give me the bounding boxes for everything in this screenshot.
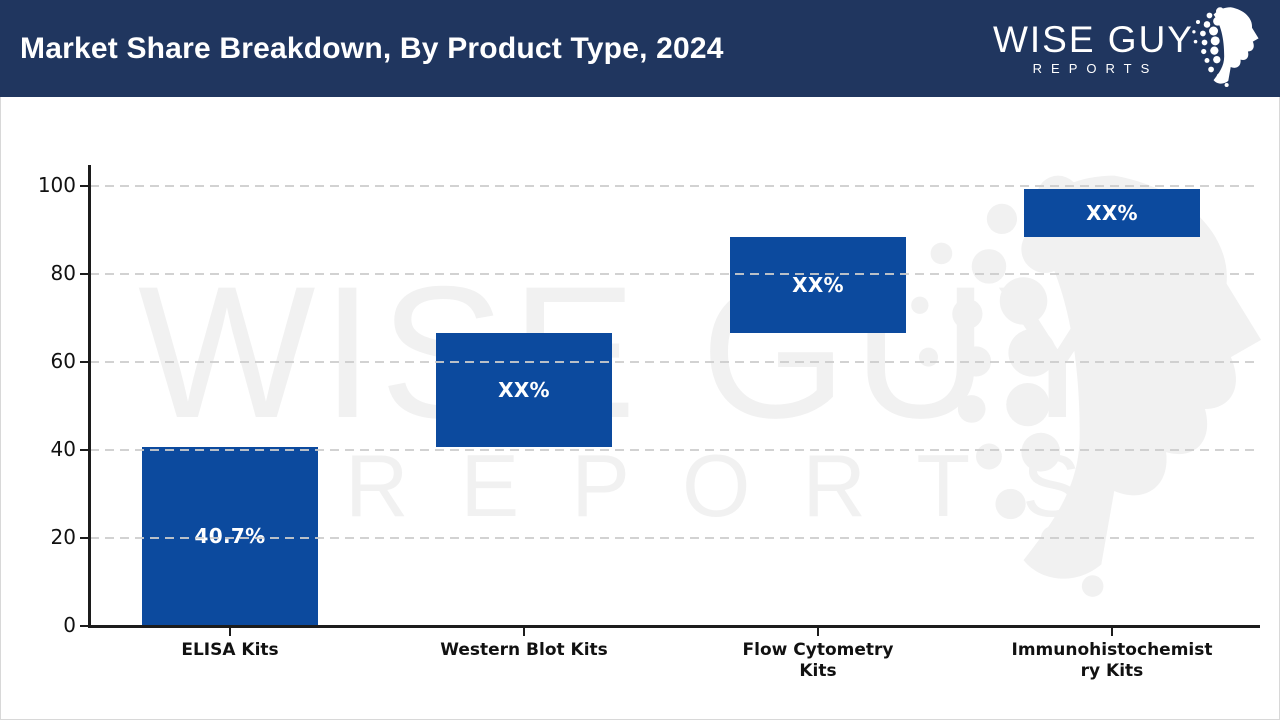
brand-name: WISE GUY: [992, 19, 1194, 60]
y-tick-20: [80, 537, 89, 539]
x-tick-western-blot-kits: [523, 628, 525, 636]
y-tick-label-40: 40: [50, 437, 76, 461]
y-tick-80: [80, 273, 89, 275]
gridline-60: [90, 361, 1258, 363]
y-tick-60: [80, 361, 89, 363]
header-bar: Market Share Breakdown, By Product Type,…: [0, 0, 1280, 97]
x-axis-label-line: ELISA Kits: [181, 640, 279, 660]
y-tick-100: [80, 185, 89, 187]
y-tick-label-80: 80: [50, 261, 76, 285]
gridline-80: [90, 273, 1258, 275]
x-axis-label-flow-cytometry-kits: Flow Cytometry Kits: [698, 640, 938, 682]
gridline-100: [90, 185, 1258, 187]
x-axis-label-immunohistochemistry-kits: Immunohistochemist ry Kits: [992, 640, 1232, 682]
y-tick-40: [80, 449, 89, 451]
brand-head-icon: [1192, 6, 1259, 87]
y-tick-label-20: 20: [50, 525, 76, 549]
y-tick-label-60: 60: [50, 349, 76, 373]
y-tick-label-100: 100: [37, 173, 76, 197]
page-title: Market Share Breakdown, By Product Type,…: [20, 31, 724, 65]
bar-value-label-western-blot-kits: XX%: [498, 378, 550, 403]
bar-flow-cytometry-kits: XX%: [730, 237, 906, 334]
y-tick-0: [80, 625, 89, 627]
y-tick-label-0: 0: [63, 613, 76, 637]
x-axis-label-line: Western Blot Kits: [440, 640, 608, 660]
x-axis-line: [88, 625, 1260, 628]
x-tick-flow-cytometry-kits: [817, 628, 819, 636]
x-axis-label-elisa-kits: ELISA Kits: [110, 640, 350, 661]
x-axis-label-line: Kits: [799, 661, 837, 681]
brand-logo: WISE GUY REPORTS: [993, 4, 1280, 94]
x-axis-label-line: ry Kits: [1080, 661, 1144, 681]
x-tick-elisa-kits: [229, 628, 231, 636]
bar-value-label-immunohistochemistry-kits: XX%: [1086, 201, 1138, 226]
brand-logo-text: WISE GUY REPORTS: [993, 21, 1194, 76]
x-axis-label-line: Immunohistochemist: [1011, 640, 1213, 660]
y-axis-line: [88, 165, 91, 628]
bar-immunohistochemistry-kits: XX%: [1024, 189, 1200, 238]
bar-value-label-elisa-kits: 40.7%: [194, 524, 266, 549]
bar-value-label-flow-cytometry-kits: XX%: [792, 273, 844, 298]
x-axis-label-line: Flow Cytometry: [742, 640, 894, 660]
x-axis-label-western-blot-kits: Western Blot Kits: [404, 640, 644, 661]
bar-western-blot-kits: XX%: [436, 333, 612, 447]
brand-subname: REPORTS: [1032, 61, 1159, 76]
x-tick-immunohistochemistry-kits: [1111, 628, 1113, 636]
bar-elisa-kits: 40.7%: [142, 446, 318, 626]
